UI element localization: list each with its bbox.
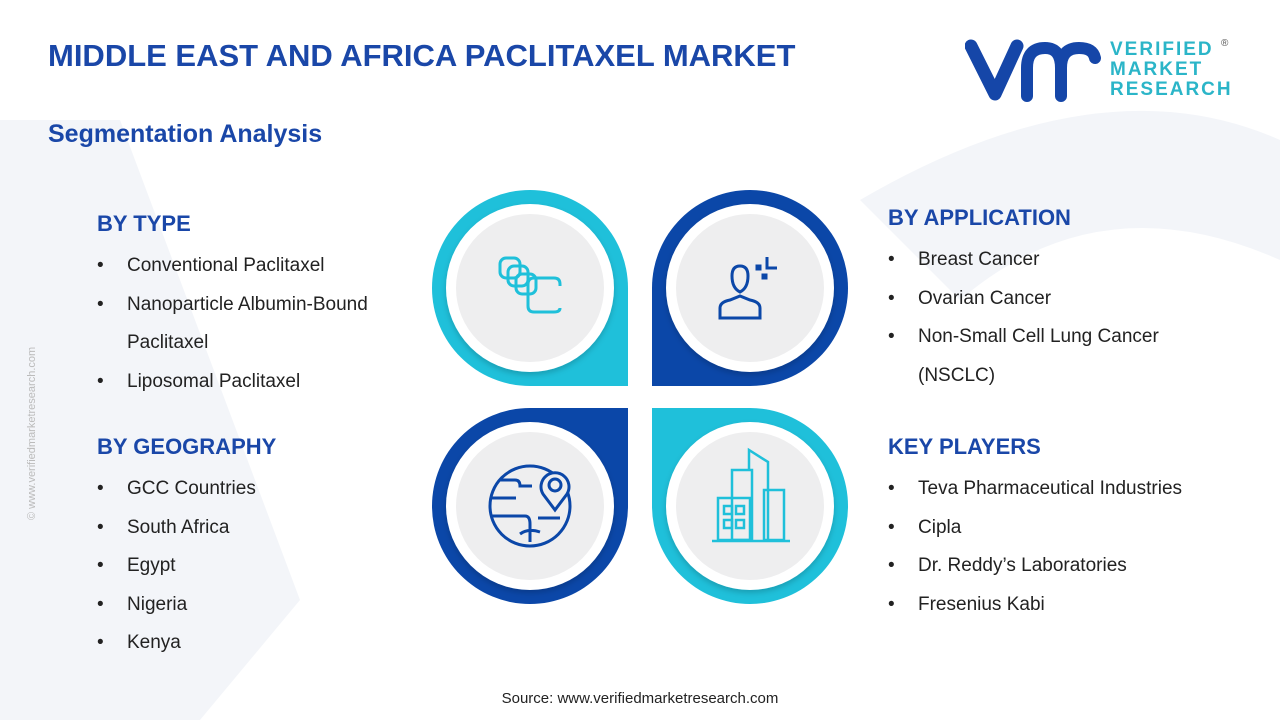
- section-by-type: BY TYPE Conventional Paclitaxel Nanopart…: [97, 211, 368, 401]
- logo-line: MARKET: [1110, 59, 1204, 80]
- list-item: Non-Small Cell Lung Cancer: [888, 318, 1159, 357]
- list-item: Cipla: [888, 509, 1182, 548]
- vmr-logo-icon: [964, 39, 1101, 102]
- source-text: Source: www.verifiedmarketresearch.com: [501, 690, 779, 707]
- list-item: Breast Cancer: [888, 241, 1159, 280]
- page-title: MIDDLE EAST AND AFRICA PACLITAXEL MARKET: [48, 38, 796, 73]
- buildings-icon: [712, 447, 790, 543]
- list-item: Liposomal Paclitaxel: [97, 363, 368, 402]
- list-item: Conventional Paclitaxel: [97, 247, 368, 286]
- list-item: Egypt: [97, 547, 276, 586]
- list-item: Ovarian Cancer: [888, 280, 1159, 319]
- section-by-application: BY APPLICATION Breast Cancer Ovarian Can…: [888, 205, 1159, 395]
- person-icon: [718, 257, 777, 320]
- list-item: Dr. Reddy’s Laboratories: [888, 547, 1182, 586]
- section-heading: KEY PLAYERS: [888, 434, 1041, 459]
- list-item: Fresenius Kabi: [888, 586, 1182, 625]
- list-item: Kenya: [97, 624, 276, 663]
- list-item: Paclitaxel: [127, 332, 209, 353]
- logo-line: VERIFIED: [1110, 39, 1214, 60]
- globe-location-icon: [488, 464, 572, 548]
- list-item: Teva Pharmaceutical Industries: [888, 470, 1182, 509]
- section-heading: BY TYPE: [97, 211, 191, 236]
- list-item: Nanoparticle Albumin-Bound: [97, 286, 368, 325]
- page-subtitle: Segmentation Analysis: [48, 120, 323, 148]
- list-item: South Africa: [97, 509, 276, 548]
- capsules-icon: [498, 256, 562, 314]
- section-heading: BY APPLICATION: [888, 205, 1071, 230]
- logo-line: RESEARCH: [1110, 79, 1233, 100]
- registered-mark: ®: [1221, 38, 1229, 49]
- section-heading: BY GEOGRAPHY: [97, 434, 277, 459]
- list-item: GCC Countries: [97, 470, 276, 509]
- logo: VERIFIED MARKET RESEARCH ®: [964, 38, 1235, 102]
- side-watermark-text: © www.verifiedmarketresearch.com: [26, 346, 38, 520]
- segmentation-graphic: [432, 190, 848, 604]
- section-key-players: KEY PLAYERS Teva Pharmaceutical Industri…: [888, 434, 1182, 624]
- section-by-geography: BY GEOGRAPHY GCC Countries South Africa …: [97, 434, 276, 663]
- list-item: (NSCLC): [918, 364, 996, 386]
- list-item: Nigeria: [97, 586, 276, 625]
